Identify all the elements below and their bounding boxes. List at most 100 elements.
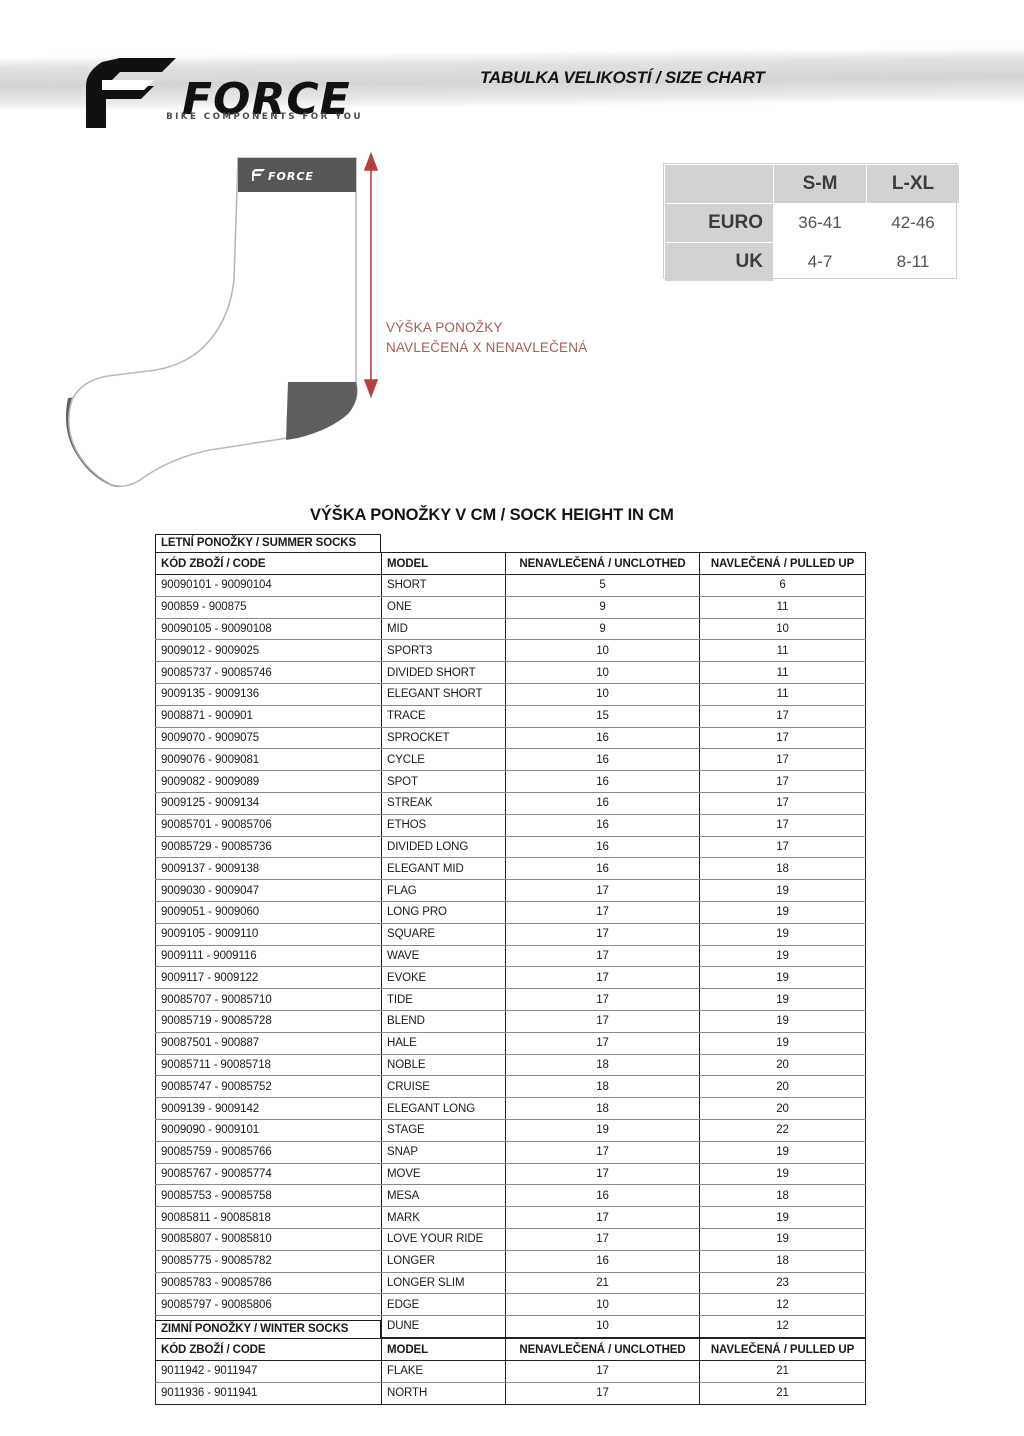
svg-text:FORCE: FORCE xyxy=(182,74,351,125)
cell-pulledup: 22 xyxy=(699,1118,866,1142)
cell-unclothed: 17 xyxy=(505,1227,700,1251)
euro-lxl-value: 42-46 xyxy=(866,203,960,243)
double-headed-vertical-arrow-icon xyxy=(363,151,379,399)
cell-pulledup: 17 xyxy=(699,726,866,750)
cell-model: TIDE xyxy=(381,988,506,1011)
size-table-row-uk: UK 4-7 8-11 xyxy=(664,242,960,282)
table-row: 90085797 - 90085806 EDGE 10 12 xyxy=(155,1293,866,1317)
winter-col-code: KÓD ZBOŽÍ / CODE xyxy=(155,1338,382,1361)
sock-cuff-logo-icon xyxy=(252,168,266,187)
cell-code: 90085729 - 90085736 xyxy=(155,835,382,859)
cell-model: BLEND xyxy=(381,1009,506,1033)
cell-pulledup: 19 xyxy=(699,900,866,924)
cell-pulledup: 19 xyxy=(699,1162,866,1186)
cell-model: ELEGANT LONG xyxy=(381,1097,506,1120)
cell-code: 90090101 - 90090104 xyxy=(155,574,382,597)
page-title: TABULKA VELIKOSTÍ / SIZE CHART xyxy=(480,68,765,87)
cell-pulledup: 10 xyxy=(699,617,866,641)
table-row: 9009076 - 9009081 CYCLE 16 17 xyxy=(155,748,866,772)
cell-code: 9009076 - 9009081 xyxy=(155,748,382,772)
table-row: 9009012 - 9009025 SPORT3 10 11 xyxy=(155,639,866,663)
cell-code: 90085701 - 90085706 xyxy=(155,813,382,837)
cell-model: LONG PRO xyxy=(381,900,506,924)
summer-col-model: MODEL xyxy=(381,552,506,575)
table-row: 90085711 - 90085718 NOBLE 18 20 xyxy=(155,1053,866,1077)
summer-socks-section: LETNÍ PONOŽKY / SUMMER SOCKS KÓD ZBOŽÍ /… xyxy=(155,534,866,1338)
summer-col-pulledup: NAVLEČENÁ / PULLED UP xyxy=(699,552,866,575)
cell-unclothed: 16 xyxy=(505,770,700,793)
table-row: 90087501 - 900887 HALE 17 19 xyxy=(155,1031,866,1055)
cell-model: SPROCKET xyxy=(381,726,506,750)
cell-code: 90085767 - 90085774 xyxy=(155,1162,382,1186)
cell-unclothed: 17 xyxy=(505,879,700,902)
table-row: 90090101 - 90090104 SHORT 5 6 xyxy=(155,574,866,597)
cell-pulledup: 12 xyxy=(699,1293,866,1317)
cell-code: 900859 - 900875 xyxy=(155,595,382,619)
cell-pulledup: 19 xyxy=(699,944,866,968)
cell-pulledup: 21 xyxy=(699,1381,866,1405)
cell-pulledup: 20 xyxy=(699,1053,866,1077)
cell-pulledup: 19 xyxy=(699,988,866,1011)
cell-model: MOVE xyxy=(381,1162,506,1186)
summer-col-code: KÓD ZBOŽÍ / CODE xyxy=(155,552,382,575)
table-row: 9008871 - 900901 TRACE 15 17 xyxy=(155,704,866,728)
cell-code: 9009117 - 9009122 xyxy=(155,966,382,990)
cell-code: 90085811 - 90085818 xyxy=(155,1206,382,1229)
cell-code: 90085775 - 90085782 xyxy=(155,1249,382,1273)
measure-line-1: VÝŠKA PONOŽKY xyxy=(386,320,503,335)
cell-code: 9009105 - 9009110 xyxy=(155,922,382,946)
cell-unclothed: 17 xyxy=(505,900,700,924)
cell-code: 9009125 - 9009134 xyxy=(155,791,382,815)
cell-model: EDGE xyxy=(381,1293,506,1317)
cell-code: 90085737 - 90085746 xyxy=(155,661,382,684)
cell-unclothed: 17 xyxy=(505,1381,700,1405)
force-f-logo-icon: FORCE xyxy=(86,58,351,128)
cell-model: EVOKE xyxy=(381,966,506,990)
cell-pulledup: 6 xyxy=(699,574,866,597)
table-row: 9009105 - 9009110 SQUARE 17 19 xyxy=(155,922,866,946)
table-row: 9009135 - 9009136 ELEGANT SHORT 10 11 xyxy=(155,682,866,706)
cell-model: FLAG xyxy=(381,879,506,902)
cell-code: 9009111 - 9009116 xyxy=(155,944,382,968)
cell-code: 9009070 - 9009075 xyxy=(155,726,382,750)
cell-unclothed: 18 xyxy=(505,1097,700,1120)
table-row: 9009125 - 9009134 STREAK 16 17 xyxy=(155,791,866,815)
cell-pulledup: 21 xyxy=(699,1360,866,1383)
cell-unclothed: 18 xyxy=(505,1075,700,1099)
cell-pulledup: 18 xyxy=(699,857,866,881)
table-row: 90085775 - 90085782 LONGER 16 18 xyxy=(155,1249,866,1273)
cell-model: STREAK xyxy=(381,791,506,815)
table-row: 90085767 - 90085774 MOVE 17 19 xyxy=(155,1162,866,1186)
table-row: 9011942 - 9011947 FLAKE 17 21 xyxy=(155,1360,866,1383)
cell-pulledup: 17 xyxy=(699,813,866,837)
cell-unclothed: 21 xyxy=(505,1271,700,1295)
cell-code: 90085797 - 90085806 xyxy=(155,1293,382,1317)
cell-code: 9009137 - 9009138 xyxy=(155,857,382,881)
sock-toe-shape xyxy=(286,382,357,440)
sock-illustration xyxy=(60,150,390,495)
cell-model: LONGER SLIM xyxy=(381,1271,506,1295)
cell-unclothed: 17 xyxy=(505,1206,700,1229)
force-logo: FORCE xyxy=(58,52,398,136)
cell-model: ELEGANT MID xyxy=(381,857,506,881)
cell-code: 9009139 - 9009142 xyxy=(155,1097,382,1120)
winter-socks-table: KÓD ZBOŽÍ / CODE MODEL NENAVLEČENÁ / UNC… xyxy=(155,1338,866,1405)
sock-cuff-logo-text: FORCE xyxy=(268,170,314,183)
cell-pulledup: 19 xyxy=(699,1206,866,1229)
summer-table-header-row: KÓD ZBOŽÍ / CODE MODEL NENAVLEČENÁ / UNC… xyxy=(155,552,866,575)
table-row: 9009111 - 9009116 WAVE 17 19 xyxy=(155,944,866,968)
cell-unclothed: 10 xyxy=(505,1315,700,1338)
cell-unclothed: 16 xyxy=(505,791,700,815)
cell-pulledup: 19 xyxy=(699,922,866,946)
cell-model: MESA xyxy=(381,1184,506,1208)
table-row: 90085719 - 90085728 BLEND 17 19 xyxy=(155,1009,866,1033)
cell-pulledup: 11 xyxy=(699,595,866,619)
cell-pulledup: 19 xyxy=(699,1031,866,1055)
uk-lxl-value: 8-11 xyxy=(866,242,960,282)
cell-model: DIVIDED LONG xyxy=(381,835,506,859)
cell-model: CRUISE xyxy=(381,1075,506,1099)
measure-annotation: VÝŠKA PONOŽKY NAVLEČENÁ X NENAVLEČENÁ xyxy=(386,318,587,358)
cell-unclothed: 18 xyxy=(505,1053,700,1077)
table-row: 90085807 - 90085810 LOVE YOUR RIDE 17 19 xyxy=(155,1227,866,1251)
table-row: 9011936 - 9011941 NORTH 17 21 xyxy=(155,1381,866,1405)
